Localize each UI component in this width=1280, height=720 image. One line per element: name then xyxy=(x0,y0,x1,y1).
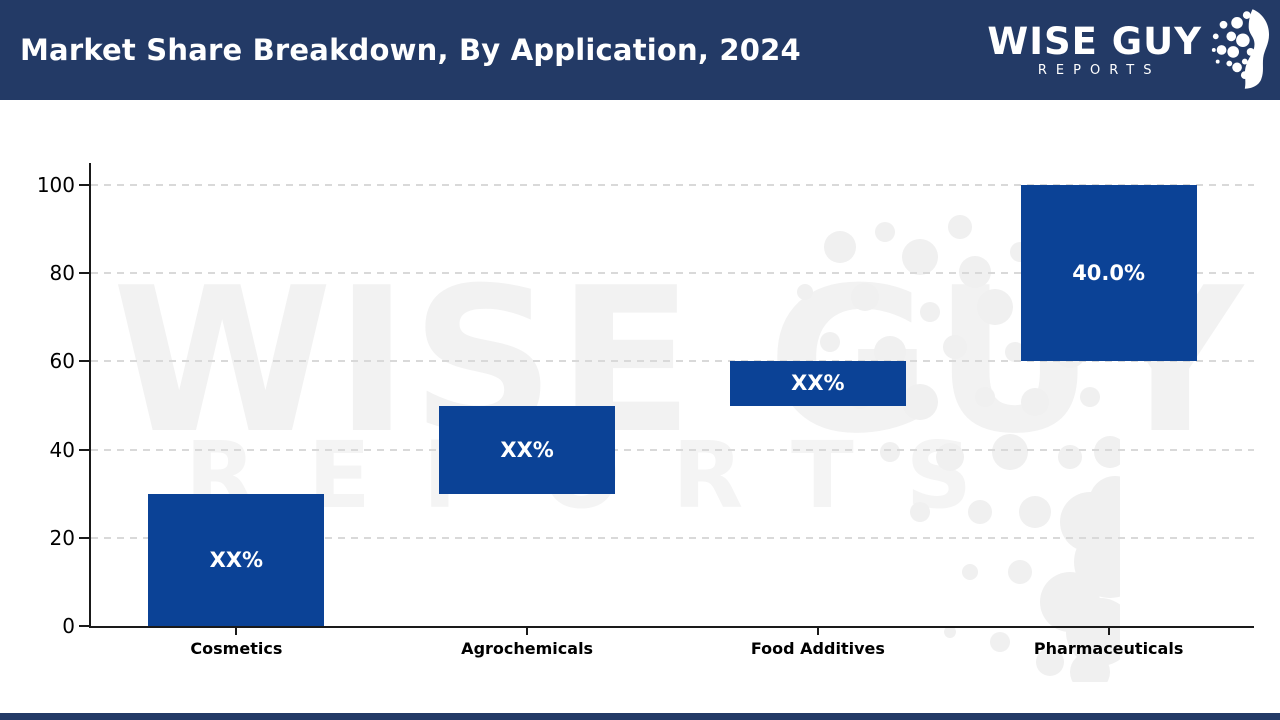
bar-value-label-cosmetics: XX% xyxy=(209,547,264,572)
y-tick-label-20: 20 xyxy=(49,525,75,550)
dotted-face-icon xyxy=(1208,6,1270,94)
bar-agrochemicals: XX% xyxy=(439,405,616,494)
y-tick-label-40: 40 xyxy=(49,437,75,462)
header-bar: Market Share Breakdown, By Application, … xyxy=(0,0,1280,100)
bar-value-label-pharmaceuticals: 40.0% xyxy=(1072,261,1146,286)
gridline-40 xyxy=(91,448,1254,451)
gridline-60 xyxy=(91,360,1254,363)
x-tick-mark-food-additives xyxy=(816,626,819,635)
x-tick-label-pharmaceuticals: Pharmaceuticals xyxy=(1033,639,1184,658)
plot-area: 0 20 40 60 80 100 XX% Cosmetics XX% Agrochemicals… xyxy=(37,163,1254,658)
x-tick-mark-agrochemicals xyxy=(526,626,529,635)
bar-value-label-agrochemicals: XX% xyxy=(500,437,554,462)
footer-bar xyxy=(0,713,1280,720)
y-tick-mark-80 xyxy=(79,272,89,275)
logo-subtitle: REPORTS xyxy=(1037,63,1161,78)
x-tick-mark-pharmaceuticals xyxy=(1107,626,1110,635)
bar-pharmaceuticals: 40.0% xyxy=(1020,185,1197,362)
logo-text: WISE GUY REPORTS xyxy=(987,23,1202,77)
gridline-80 xyxy=(91,272,1254,275)
y-tick-mark-40 xyxy=(79,448,89,451)
x-tick-label-agrochemicals: Agrochemicals xyxy=(461,639,594,658)
y-tick-label-100: 100 xyxy=(36,173,75,198)
bar-cosmetics: XX% xyxy=(148,493,325,626)
bar-value-label-food-additives: XX% xyxy=(791,371,845,396)
bar-food-additives: XX% xyxy=(729,361,906,406)
gridline-20 xyxy=(91,536,1254,539)
x-tick-label-food-additives: Food Additives xyxy=(750,639,885,658)
page-title: Market Share Breakdown, By Application, … xyxy=(20,33,801,67)
y-tick-mark-60 xyxy=(79,360,89,363)
x-tick-label-cosmetics: Cosmetics xyxy=(190,639,283,658)
y-tick-mark-0 xyxy=(79,625,89,627)
y-tick-label-80: 80 xyxy=(49,261,75,286)
y-tick-label-60: 60 xyxy=(49,349,75,374)
y-tick-mark-20 xyxy=(79,536,89,539)
wise-guy-reports-logo: WISE GUY REPORTS xyxy=(987,6,1280,94)
y-tick-mark-100 xyxy=(79,184,89,187)
x-tick-mark-cosmetics xyxy=(235,626,238,635)
y-tick-label-0: 0 xyxy=(62,614,75,638)
logo-wordmark: WISE GUY xyxy=(987,20,1202,63)
gridline-100 xyxy=(91,184,1254,187)
